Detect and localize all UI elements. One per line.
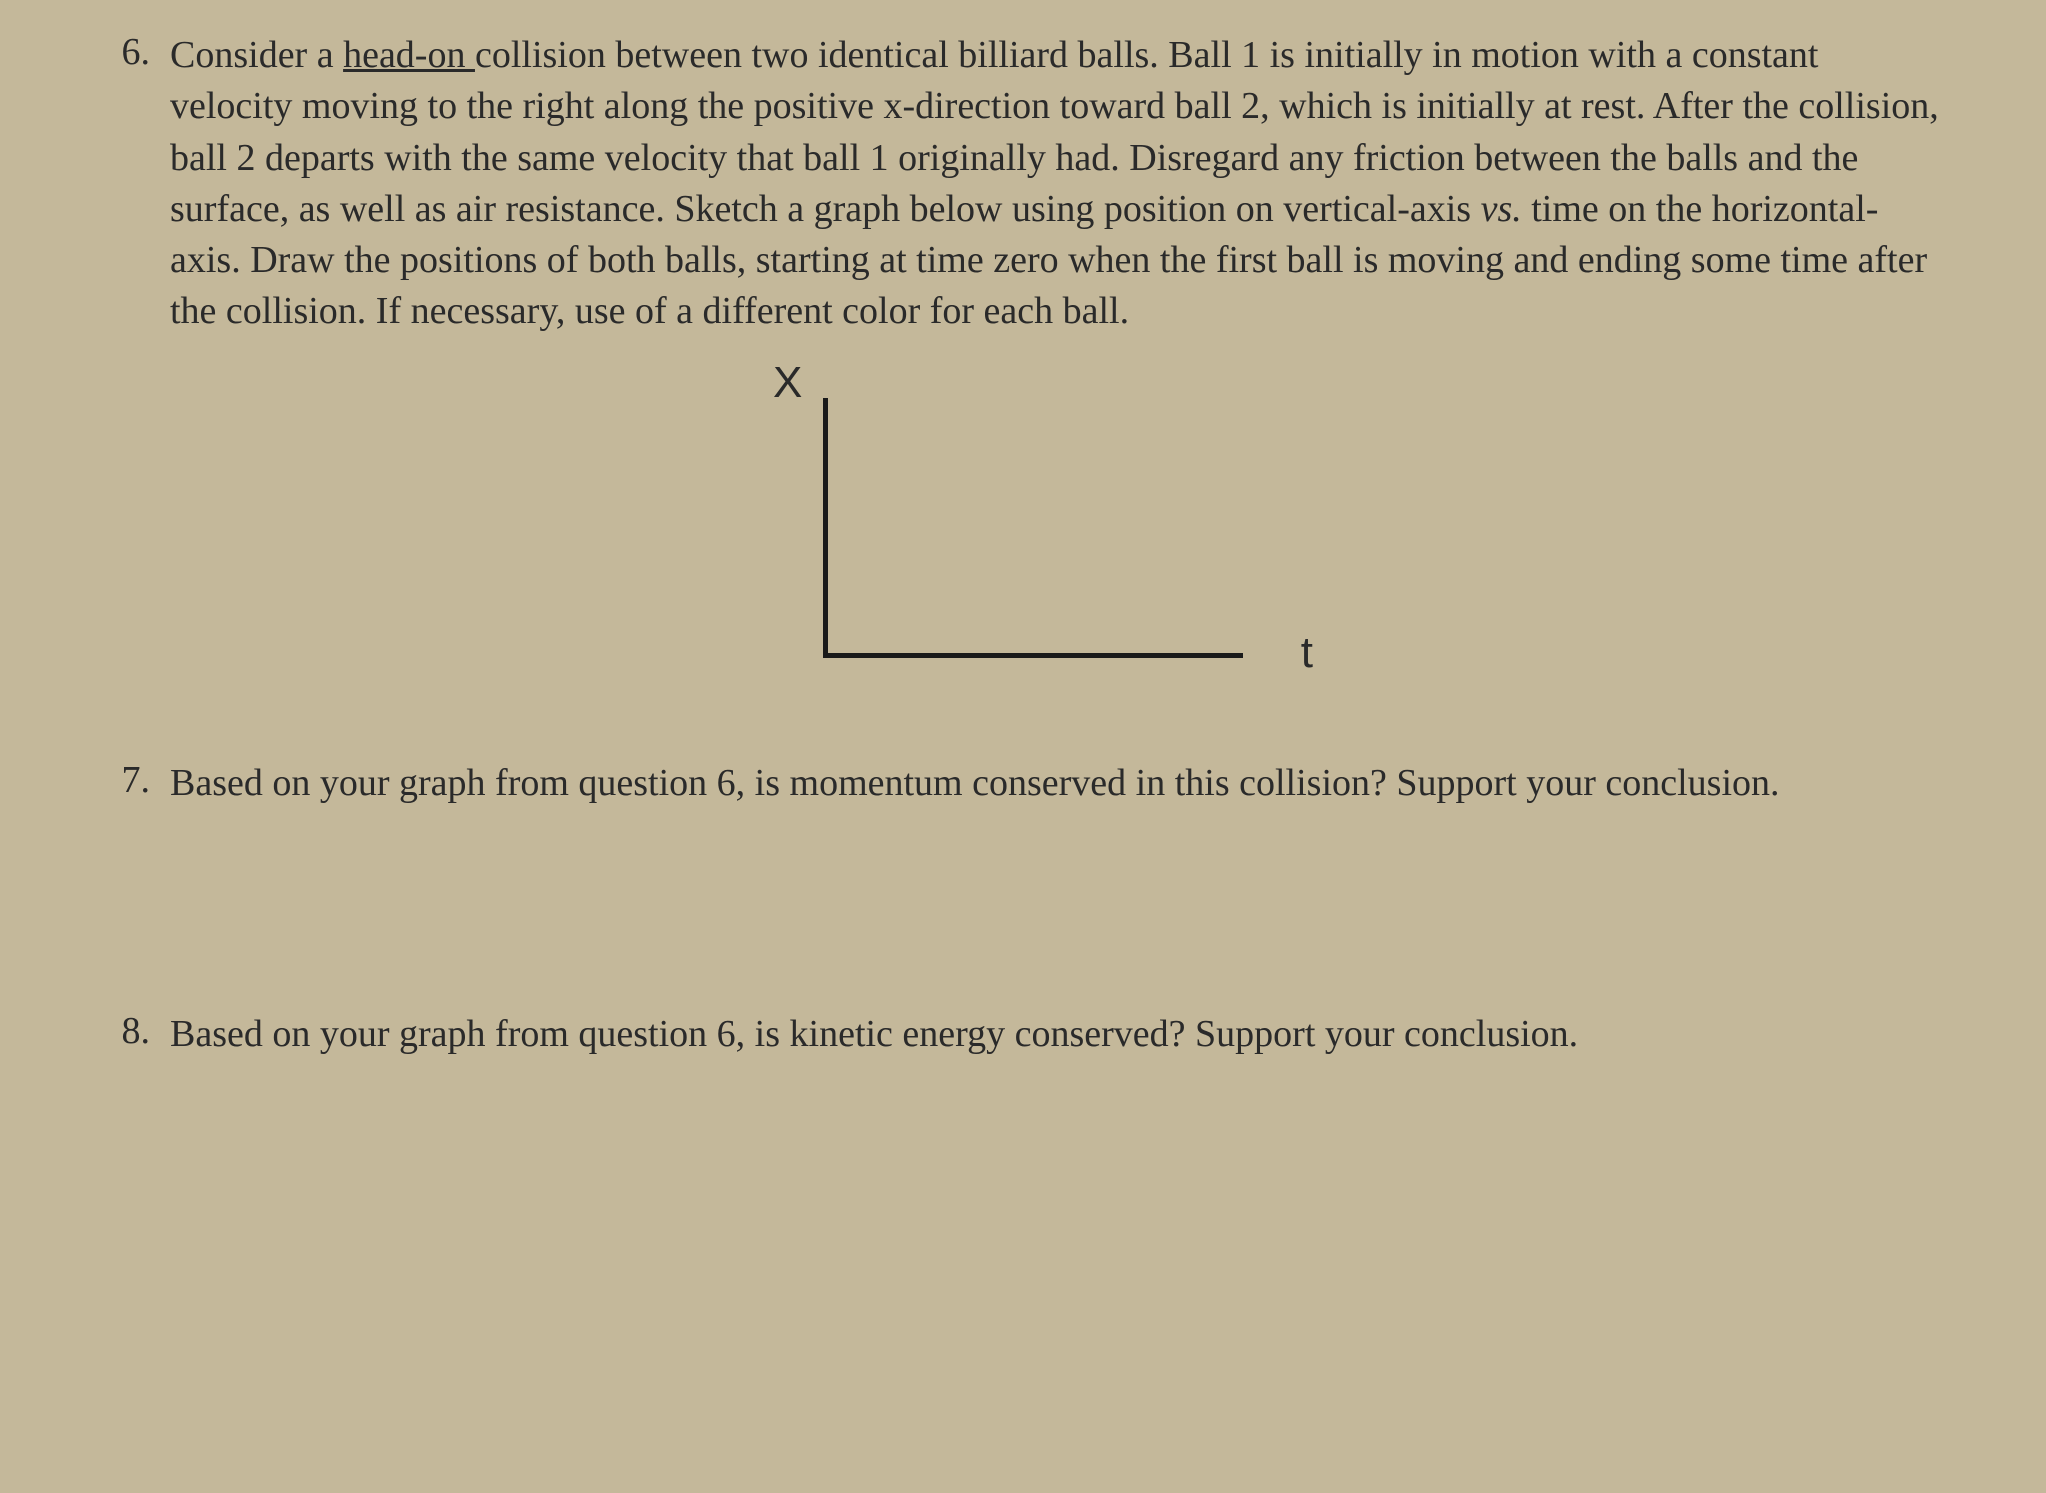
question-8-number: 8. [80,1009,170,1053]
question-8-text: Based on your graph from question 6, is … [170,1009,1946,1060]
question-7-text: Based on your graph from question 6, is … [170,758,1946,809]
y-axis-line [823,398,828,658]
question-6-text: Consider a head-on collision between two… [170,30,1946,338]
question-8: 8. Based on your graph from question 6, … [80,1009,1946,1060]
question-6-number: 6. [80,30,170,74]
graph-axes: X t [763,398,1263,678]
q6-italic: vs. [1481,188,1522,230]
x-axis-label: t [1301,628,1313,678]
question-7: 7. Based on your graph from question 6, … [80,758,1946,809]
graph-area: X t [80,398,1946,678]
question-7-number: 7. [80,758,170,802]
q6-pre: Consider a [170,34,343,76]
y-axis-label: X [773,358,802,408]
q6-underlined: head-on [343,34,475,76]
question-6: 6. Consider a head-on collision between … [80,30,1946,338]
x-axis-line [823,653,1243,658]
